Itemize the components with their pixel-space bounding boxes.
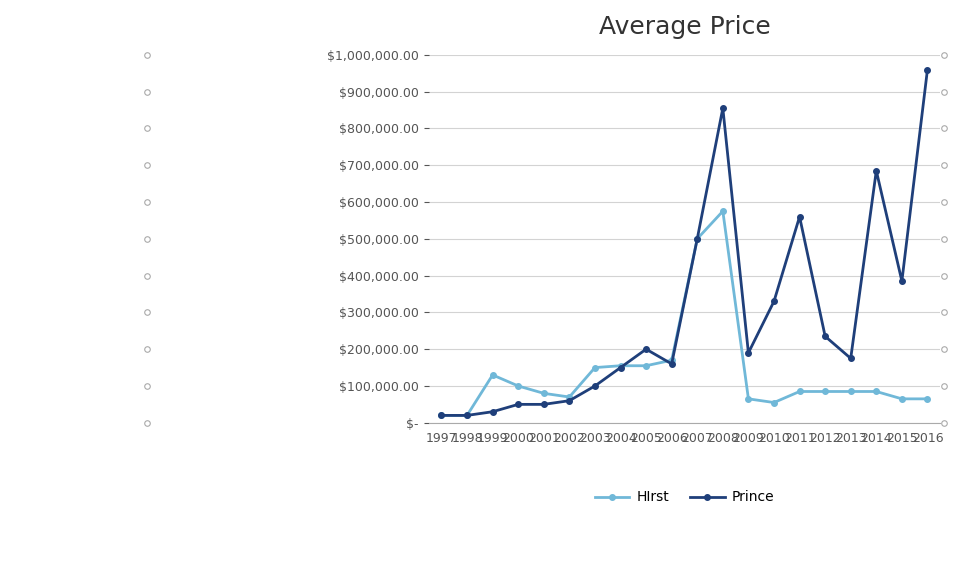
Prince [870, 167, 882, 174]
Prince [717, 105, 729, 111]
HIrst [513, 383, 524, 390]
HIrst [742, 395, 754, 402]
Prince [897, 278, 908, 284]
HIrst [691, 235, 703, 242]
HIrst [487, 372, 498, 378]
HIrst [666, 357, 678, 364]
Prince [513, 401, 524, 408]
Prince [844, 355, 856, 362]
Prince [742, 350, 754, 356]
Prince [691, 235, 703, 242]
HIrst [793, 388, 805, 395]
Prince [615, 364, 627, 371]
HIrst [564, 394, 576, 400]
Prince [436, 412, 447, 419]
Prince [538, 401, 549, 408]
Title: Average Price: Average Price [599, 15, 770, 39]
HIrst [844, 388, 856, 395]
HIrst [589, 364, 601, 371]
HIrst [922, 395, 933, 402]
HIrst [615, 363, 627, 369]
HIrst [640, 363, 652, 369]
HIrst [819, 388, 831, 395]
Prince [922, 66, 933, 73]
HIrst [538, 390, 549, 397]
Prince [768, 298, 780, 305]
HIrst [436, 412, 447, 419]
Prince [793, 213, 805, 220]
Prince [666, 360, 678, 367]
Line: Prince: Prince [439, 67, 930, 418]
Line: HIrst: HIrst [439, 208, 930, 418]
Prince [564, 397, 576, 404]
HIrst [461, 412, 472, 419]
Prince [640, 346, 652, 352]
Prince [819, 333, 831, 339]
Prince [487, 408, 498, 415]
HIrst [768, 399, 780, 406]
HIrst [717, 208, 729, 215]
Prince [589, 383, 601, 390]
Prince [461, 412, 472, 419]
Legend: HIrst, Prince: HIrst, Prince [589, 485, 780, 510]
HIrst [897, 395, 908, 402]
HIrst [870, 388, 882, 395]
